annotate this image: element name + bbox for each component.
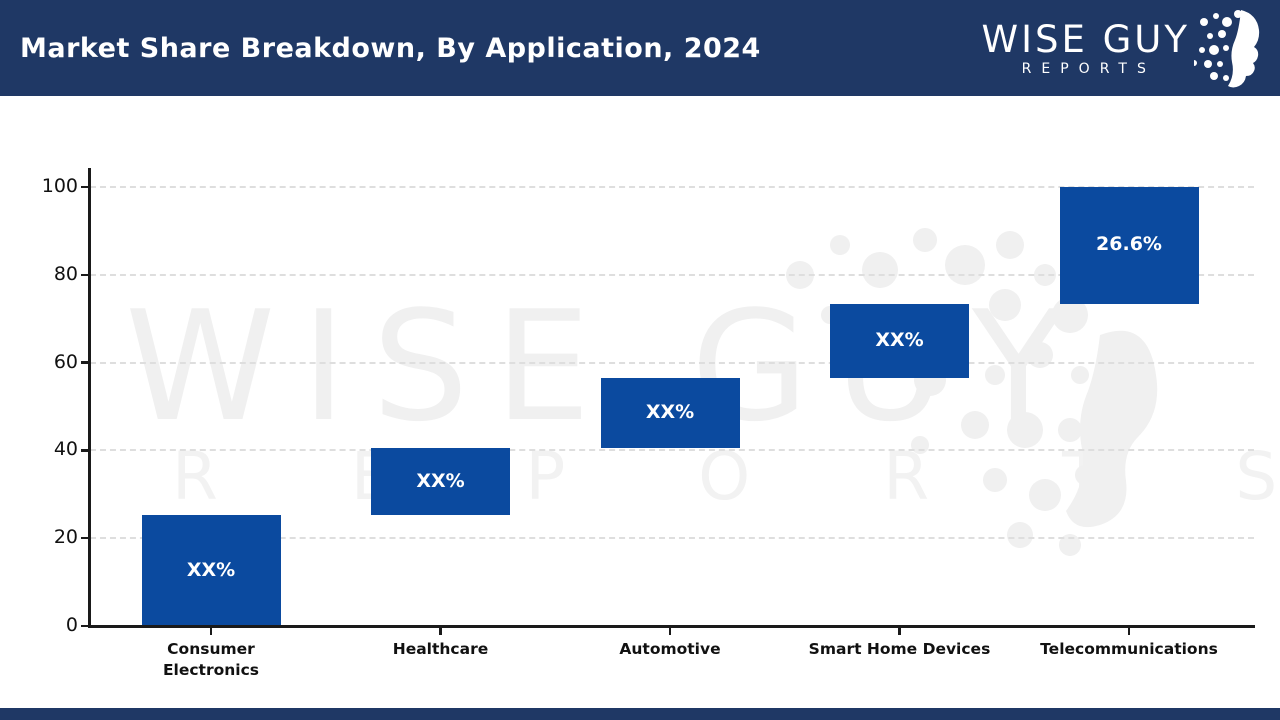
bar-value-label: XX% [416, 469, 465, 492]
bar-automotive [600, 378, 740, 449]
gridline-y60 [90, 361, 1254, 364]
bar-value-label: XX% [875, 329, 924, 352]
logo-face-icon [1194, 10, 1260, 88]
x-tick-mark [668, 627, 672, 635]
y-tick-mark [81, 185, 89, 189]
x-tick-mark [1127, 627, 1131, 635]
y-tick-mark [81, 536, 89, 540]
x-tick-mark [439, 627, 442, 635]
gridline-y40 [90, 449, 1254, 452]
x-tick-mark [898, 627, 901, 635]
bar-value-label: 26.6% [1096, 233, 1162, 256]
gridline-y80 [90, 273, 1254, 276]
x-tick-label: Consumer Electronics [162, 640, 260, 679]
y-tick-mark [81, 361, 89, 364]
logo-reports-label: REPORTS [1021, 60, 1156, 77]
bar-consumer-electronics [141, 515, 281, 626]
header-bar: Market Share Breakdown, By Application, … [0, 0, 1280, 96]
bar-healthcare [371, 448, 510, 516]
y-tick-mark [81, 449, 89, 452]
y-tick-label: 80 [53, 262, 78, 285]
x-tick-label: Smart Home Devices [808, 640, 991, 658]
y-axis-line [88, 168, 91, 628]
bar-smart-home-devices [830, 303, 969, 379]
logo-wiseguy-label: WISE GUY [981, 17, 1190, 61]
footer-bar [0, 708, 1280, 720]
bar-value-label: XX% [186, 558, 236, 581]
chart-title: Market Share Breakdown, By Application, … [20, 32, 761, 64]
y-tick-label: 60 [53, 350, 78, 373]
y-tick-label: 0 [65, 614, 78, 636]
x-tick-label: Healthcare [392, 640, 489, 658]
x-axis-line [88, 625, 1255, 628]
x-tick-mark [209, 627, 213, 635]
y-tick-label: 40 [53, 438, 78, 461]
bar-telecommunications [1059, 187, 1199, 304]
y-tick-label: 100 [41, 175, 78, 197]
x-tick-label: Automotive [619, 640, 721, 658]
y-tick-mark [81, 624, 89, 628]
y-tick-mark [81, 273, 89, 277]
gridline-y20 [90, 537, 1254, 540]
x-tick-label: Telecommunications [1040, 640, 1218, 658]
wise-guy-reports-logo: WISE GUY REPORTS [982, 6, 1268, 90]
y-tick-label: 20 [53, 526, 78, 549]
gridline-y100 [90, 186, 1254, 188]
logo-text: WISE GUY REPORTS [981, 17, 1190, 77]
bar-value-label: XX% [645, 401, 695, 424]
